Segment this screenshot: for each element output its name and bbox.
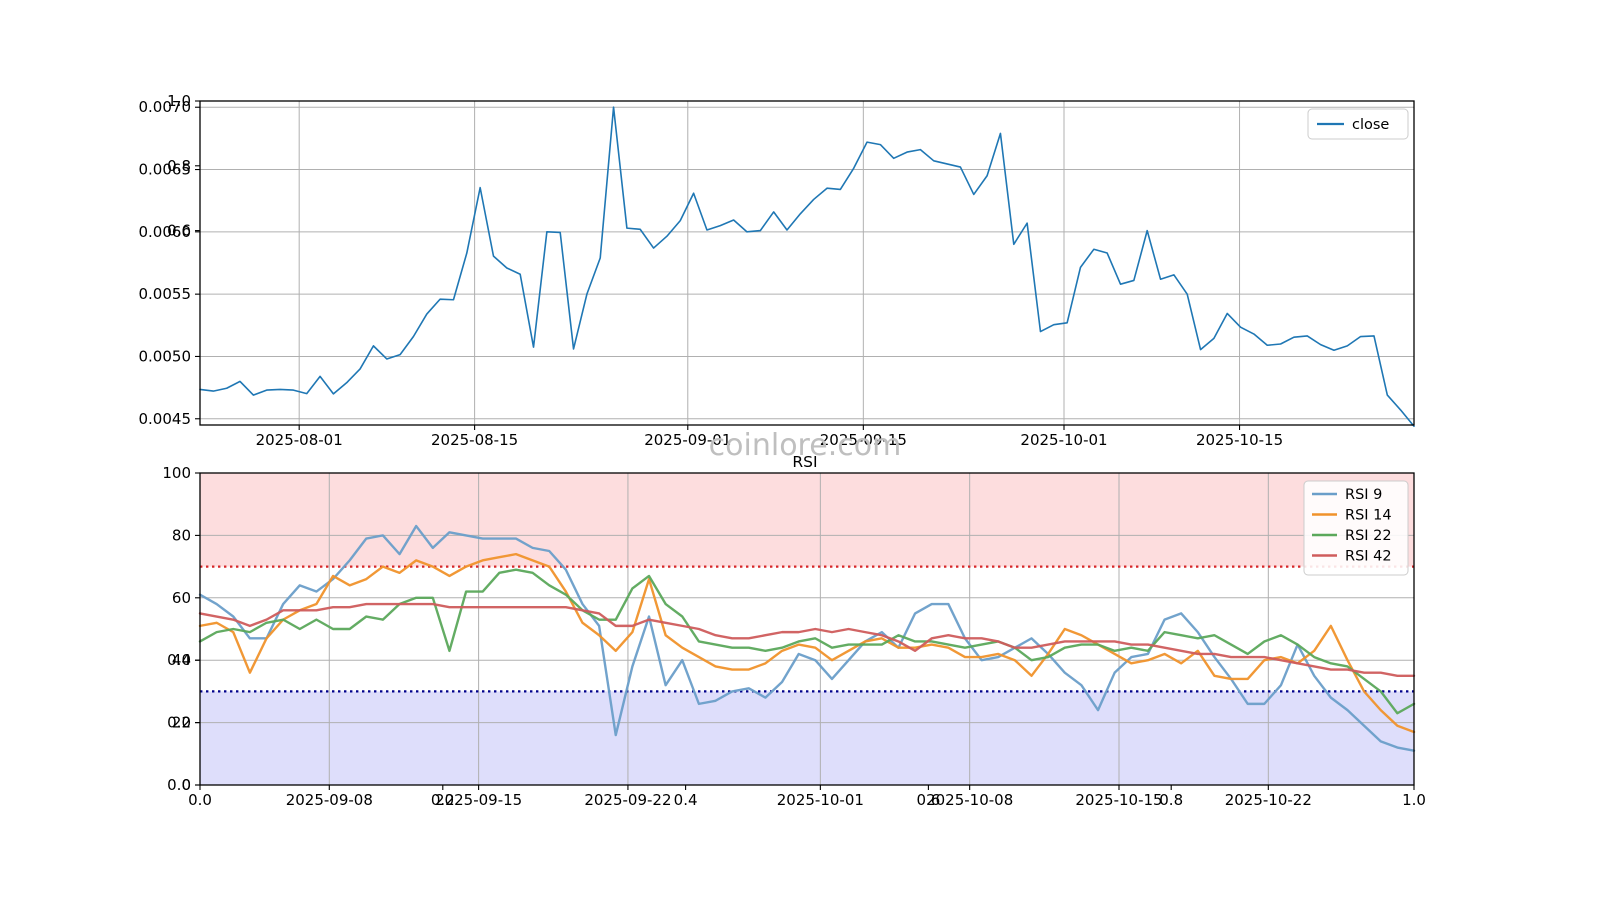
rsi-y-tick-label: 80 <box>172 526 191 544</box>
price-chart-panel: 0.0045 0.0050 0.0055 0.0060 0.0065 0.0070 0.6… <box>139 92 1415 449</box>
price-secondary-y-tick-label: 0.8 <box>167 157 191 175</box>
rsi-x-tick-label: 2025-09-22 <box>584 791 671 809</box>
overbought-band <box>200 473 1414 567</box>
rsi-x-tick-label: 2025-09-15 <box>435 791 522 809</box>
price-legend-label-close: close <box>1352 117 1389 133</box>
rsi-secondary-x-tick-label: 0.4 <box>674 791 698 809</box>
rsi-x-tick-label: 2025-10-01 <box>777 791 864 809</box>
price-secondary-y-tick-label: 1.0 <box>167 92 191 110</box>
rsi-secondary-y-axis-labels: 0.0 0.2 0.4 <box>167 651 200 794</box>
price-y-tick-label: 0.0055 <box>139 285 192 303</box>
watermark-label: coinlore.com <box>709 428 902 463</box>
price-y-tick-label: 0.0070 <box>139 98 192 116</box>
rsi-legend[interactable]: RSI 9 RSI 14 RSI 22 RSI 42 <box>1303 480 1409 576</box>
rsi-y-tick-label: 40 <box>172 651 191 669</box>
rsi-secondary-x-tick-label: 0.2 <box>431 791 455 809</box>
oversold-band <box>200 691 1414 785</box>
rsi-series-group <box>198 524 1416 752</box>
rsi-secondary-x-tick-label: 1.0 <box>1402 791 1426 809</box>
price-y-tick-label: 0.0065 <box>139 161 192 179</box>
rsi-x-tick-label: 2025-10-15 <box>1075 791 1162 809</box>
price-plot-frame <box>199 100 1415 426</box>
price-x-tick-label: 2025-10-01 <box>1020 431 1107 449</box>
rsi-plot-frame <box>199 472 1415 786</box>
rsi-secondary-y-tick-label: 0.2 <box>167 714 191 732</box>
rsi-x-tick-label: 2025-10-08 <box>926 791 1013 809</box>
rsi-x-tick-label: 2025-10-22 <box>1225 791 1312 809</box>
rsi-legend-label-rsi-42: RSI 42 <box>1345 549 1392 565</box>
rsi-secondary-y-tick-label: 0.0 <box>167 776 191 794</box>
rsi-legend-box[interactable] <box>1303 480 1409 576</box>
price-line-close <box>199 106 1415 428</box>
rsi-secondary-x-tick-label: 0.6 <box>916 791 940 809</box>
rsi-title: RSI <box>792 453 817 471</box>
rsi-y-tick-label: 20 <box>172 714 191 732</box>
price-y-axis-labels: 0.0045 0.0050 0.0055 0.0060 0.0065 0.0070 <box>139 98 200 428</box>
price-x-tick-label: 2025-08-15 <box>431 431 518 449</box>
price-x-tick-label: 2025-08-01 <box>256 431 343 449</box>
rsi-y-tick-label: 100 <box>162 464 191 482</box>
rsi-legend-label-rsi-9: RSI 9 <box>1345 487 1382 503</box>
rsi-legend-label-rsi-22: RSI 22 <box>1345 528 1392 544</box>
rsi-secondary-x-tick-label: 0.0 <box>188 791 212 809</box>
price-x-tick-label: 2025-09-15 <box>820 431 907 449</box>
rsi-threshold-lines <box>200 565 1414 693</box>
rsi-axes-frame <box>199 472 1415 786</box>
price-secondary-y-axis-labels: 0.6 0.8 1.0 <box>167 92 200 240</box>
rsi-x-axis-labels: 2025-09-08 2025-09-15 2025-09-22 2025-10-01… <box>286 785 1312 809</box>
rsi-legend-label-rsi-14: RSI 14 <box>1345 508 1392 524</box>
rsi-line-rsi-14 <box>198 552 1416 734</box>
price-x-tick-label: 2025-09-01 <box>644 431 731 449</box>
price-x-tick-label: 2025-10-15 <box>1196 431 1283 449</box>
rsi-secondary-y-tick-label: 0.4 <box>167 651 191 669</box>
rsi-y-tick-label: 60 <box>172 589 191 607</box>
price-y-tick-label: 0.0050 <box>139 347 192 365</box>
rsi-secondary-x-axis-labels: 0.0 0.2 0.4 0.6 0.8 1.0 <box>188 785 1426 809</box>
rsi-secondary-x-tick-label: 0.8 <box>1159 791 1183 809</box>
price-axes-frame <box>199 100 1415 426</box>
price-legend[interactable]: close <box>1307 108 1409 140</box>
price-y-tick-label: 0.0060 <box>139 223 192 241</box>
price-y-tick-label: 0.0045 <box>139 410 192 428</box>
price-gridlines <box>200 101 1414 425</box>
price-legend-box[interactable] <box>1307 108 1409 140</box>
rsi-y-axis-labels: 0 20 40 60 80 100 <box>162 464 200 794</box>
price-series-group <box>199 106 1415 428</box>
rsi-line-rsi-42 <box>198 602 1416 677</box>
price-secondary-y-tick-label: 0.6 <box>167 222 191 240</box>
rsi-y-tick-label: 0 <box>181 776 191 794</box>
price-x-axis-labels: 2025-08-01 2025-08-15 2025-09-01 2025-09-15… <box>256 425 1283 449</box>
rsi-threshold-bands <box>200 473 1414 785</box>
rsi-x-tick-label: 2025-09-08 <box>286 791 373 809</box>
